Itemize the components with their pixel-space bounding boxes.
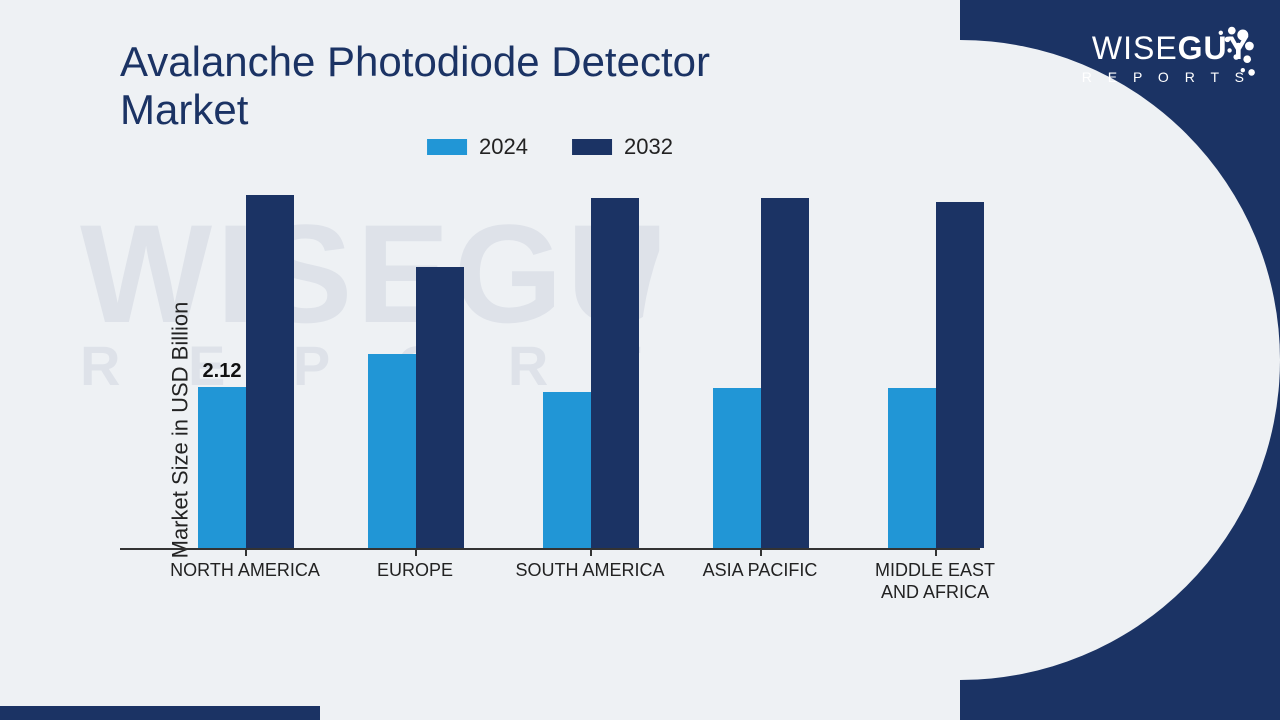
legend-label-2032: 2032 bbox=[624, 134, 673, 160]
bar-2032 bbox=[591, 198, 639, 548]
bar-2032 bbox=[416, 267, 464, 548]
bar-2024 bbox=[368, 354, 416, 548]
bottom-accent-bar bbox=[0, 706, 320, 720]
x-axis-category-label: ASIA PACIFIC bbox=[685, 560, 835, 582]
page-root: WISEGUY R E P O R T S WISEGUY R E P O R … bbox=[0, 0, 1280, 720]
x-axis-category-label: EUROPE bbox=[340, 560, 490, 582]
bar-2024 bbox=[713, 388, 761, 548]
bar-2032 bbox=[936, 202, 984, 548]
legend: 2024 2032 bbox=[427, 134, 673, 160]
brand-word-guy: GUY bbox=[1178, 30, 1250, 66]
x-tick bbox=[245, 548, 247, 556]
plot-area: 2024 2032 NORTH AMERICA2.12EUROPESOUTH A… bbox=[120, 170, 980, 550]
bar-2024 bbox=[888, 388, 936, 548]
x-tick bbox=[935, 548, 937, 556]
x-axis-line bbox=[120, 548, 980, 550]
brand-line2: R E P O R T S bbox=[1082, 69, 1250, 85]
right-brand-panel: WISEGUY R E P O R T S bbox=[960, 0, 1280, 720]
x-tick bbox=[415, 548, 417, 556]
x-axis-category-label: SOUTH AMERICA bbox=[515, 560, 665, 582]
brand-logo: WISEGUY R E P O R T S bbox=[1082, 30, 1250, 85]
bar-value-label: 2.12 bbox=[203, 360, 242, 383]
x-axis-category-label: NORTH AMERICA bbox=[170, 560, 320, 582]
legend-label-2024: 2024 bbox=[479, 134, 528, 160]
x-axis-category-label: MIDDLE EAST AND AFRICA bbox=[860, 560, 1010, 603]
bar-2032 bbox=[761, 198, 809, 548]
legend-swatch-2024 bbox=[427, 139, 467, 155]
chart-title: Avalanche Photodiode Detector Market bbox=[120, 38, 820, 135]
bar-2032 bbox=[246, 195, 294, 548]
legend-swatch-2032 bbox=[572, 139, 612, 155]
chart-area: Market Size in USD Billion 2024 2032 NOR… bbox=[60, 170, 980, 690]
brand-word-wise: WISE bbox=[1092, 30, 1178, 66]
legend-item-2032: 2032 bbox=[572, 134, 673, 160]
bar-2024 bbox=[198, 387, 246, 548]
x-tick bbox=[760, 548, 762, 556]
legend-item-2024: 2024 bbox=[427, 134, 528, 160]
bar-2024 bbox=[543, 392, 591, 548]
x-tick bbox=[590, 548, 592, 556]
brand-line1: WISEGUY bbox=[1082, 30, 1250, 67]
